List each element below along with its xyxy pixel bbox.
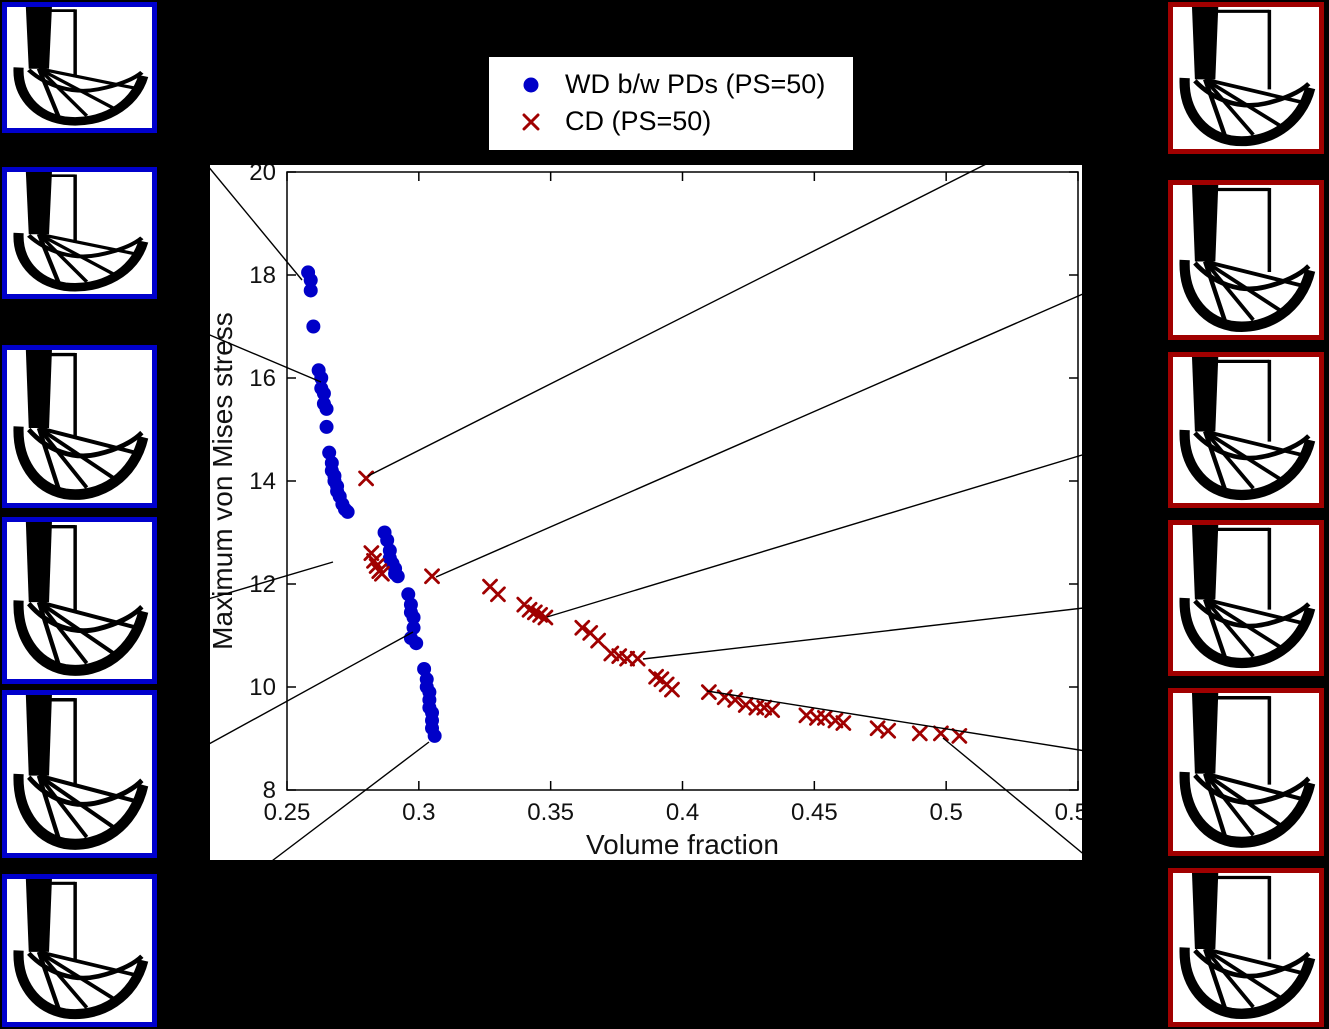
y-tick-label: 20 [249,165,276,186]
chart-panel: 0.250.30.350.40.450.50.558101214161820Vo… [210,165,1082,860]
y-tick-label: 10 [249,674,276,701]
wd-data-point [406,610,421,625]
x-tick-label: 0.35 [527,799,574,826]
topology-design-drawing [7,522,152,679]
cd-design-3-thumbnail [1168,352,1324,508]
cd-data-point [374,565,390,582]
y-tick-label: 12 [249,571,276,598]
cd-design-4-thumbnail [1168,520,1324,676]
y-tick-label: 14 [249,468,276,495]
cd-design-1-thumbnail [1168,2,1324,154]
cd-design-6-thumbnail [1168,868,1324,1027]
x-tick-label: 0.5 [929,799,962,826]
topology-design-drawing [7,7,152,128]
y-tick-label: 18 [249,262,276,289]
wd-data-point [340,504,355,519]
topology-design-drawing [1173,185,1319,335]
cd-design-2-thumbnail [1168,180,1324,340]
topology-design-drawing [1173,873,1319,1022]
legend-label-wd: WD b/w PDs (PS=50) [565,69,826,100]
blue-dot-marker-icon [513,74,549,96]
y-tick-label: 8 [263,777,276,804]
y-axis-label: Maximum von Mises stress [210,312,238,650]
x-tick-label: 0.3 [402,799,435,826]
cd-data-point [490,586,506,603]
legend-entry-wd: WD b/w PDs (PS=50) [513,70,853,100]
wd-data-point [409,636,424,651]
x-tick-label: 0.55 [1055,799,1082,826]
y-tick-label: 16 [249,365,276,392]
x-axis-label: Volume fraction [586,829,779,860]
topology-design-drawing [7,695,152,853]
cd-data-point [574,619,591,636]
cd-data-point [664,681,680,698]
wd-design-3-thumbnail [2,345,157,508]
plot-box [286,171,1079,791]
wd-data-point [303,283,318,298]
topology-design-drawing [7,350,152,503]
x-tick-label: 0.4 [666,799,699,826]
legend-entry-cd: CD (PS=50) [513,106,853,137]
scatter-plot: 0.250.30.350.40.450.50.558101214161820Vo… [210,165,1082,860]
wd-data-point [319,419,334,434]
x-tick-label: 0.45 [791,799,838,826]
cd-data-point [590,632,607,649]
wd-design-2-thumbnail [2,167,157,299]
wd-design-4-thumbnail [2,517,157,684]
topology-design-drawing [1173,7,1319,149]
cd-design-5-thumbnail [1168,688,1324,856]
topology-design-drawing [7,879,152,1022]
wd-data-point [306,319,321,334]
wd-design-1-thumbnail [2,2,157,133]
topology-design-drawing [1173,693,1319,851]
wd-data-point [390,569,405,584]
topology-design-drawing [7,172,152,294]
wd-data-point [427,728,442,743]
wd-data-point [319,401,334,416]
chart-legend: WD b/w PDs (PS=50) CD (PS=50) [487,55,855,152]
legend-label-cd: CD (PS=50) [565,106,712,136]
topology-design-drawing [1173,525,1319,671]
wd-data-point [316,386,331,401]
topology-design-drawing [1173,357,1319,503]
wd-design-6-thumbnail [2,874,157,1027]
cd-data-point [629,650,646,667]
wd-design-5-thumbnail [2,690,157,858]
wd-data-point [303,273,318,288]
red-x-marker-icon [513,111,549,133]
